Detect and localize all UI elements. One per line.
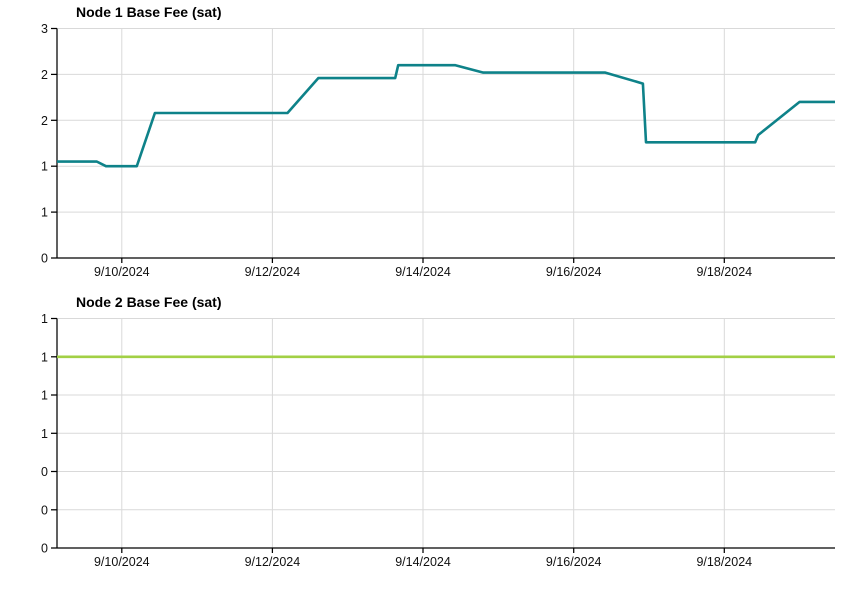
x-tick-label: 9/14/2024 (395, 555, 451, 569)
y-tick-label: 3 (41, 22, 48, 36)
y-tick-label: 1 (41, 312, 48, 326)
y-tick-label: 1 (41, 206, 48, 220)
node2-chart-canvas: 0 0 0 1 1 1 1 9/10/2024 9/12/2024 9/14/2024 9/16/2… (41, 312, 835, 569)
y-tick-label: 0 (41, 252, 48, 266)
y-tick-label: 0 (41, 542, 48, 556)
x-tick-label: 9/10/2024 (94, 265, 150, 279)
y-tick-label: 1 (41, 350, 48, 364)
x-tick-label: 9/10/2024 (94, 555, 150, 569)
node1-chart: Node 1 Base Fee (sat) 0 1 1 2 2 3 9/10/2024 9/1… (0, 0, 860, 290)
x-tick-label: 9/12/2024 (245, 555, 301, 569)
y-tick-label: 0 (41, 503, 48, 517)
x-tick-label: 9/14/2024 (395, 265, 451, 279)
x-tick-label: 9/16/2024 (546, 555, 602, 569)
node2-chart-title: Node 2 Base Fee (sat) (76, 294, 222, 310)
y-tick-label: 1 (41, 389, 48, 403)
node1-chart-title: Node 1 Base Fee (sat) (76, 4, 222, 20)
x-tick-label: 9/18/2024 (696, 265, 752, 279)
y-tick-label: 2 (41, 68, 48, 82)
y-tick-label: 1 (41, 427, 48, 441)
x-tick-label: 9/16/2024 (546, 265, 602, 279)
y-tick-label: 0 (41, 465, 48, 479)
y-tick-label: 1 (41, 160, 48, 174)
node2-chart: Node 2 Base Fee (sat) 0 0 0 1 1 1 1 9/10/2024 9/… (0, 290, 860, 580)
y-tick-label: 2 (41, 114, 48, 128)
x-tick-label: 9/12/2024 (245, 265, 301, 279)
node1-chart-canvas: 0 1 1 2 2 3 9/10/2024 9/12/2024 9/14/2024 9/16/20… (41, 22, 835, 279)
node1-base-fee-line (57, 63, 835, 168)
x-tick-label: 9/18/2024 (696, 555, 752, 569)
